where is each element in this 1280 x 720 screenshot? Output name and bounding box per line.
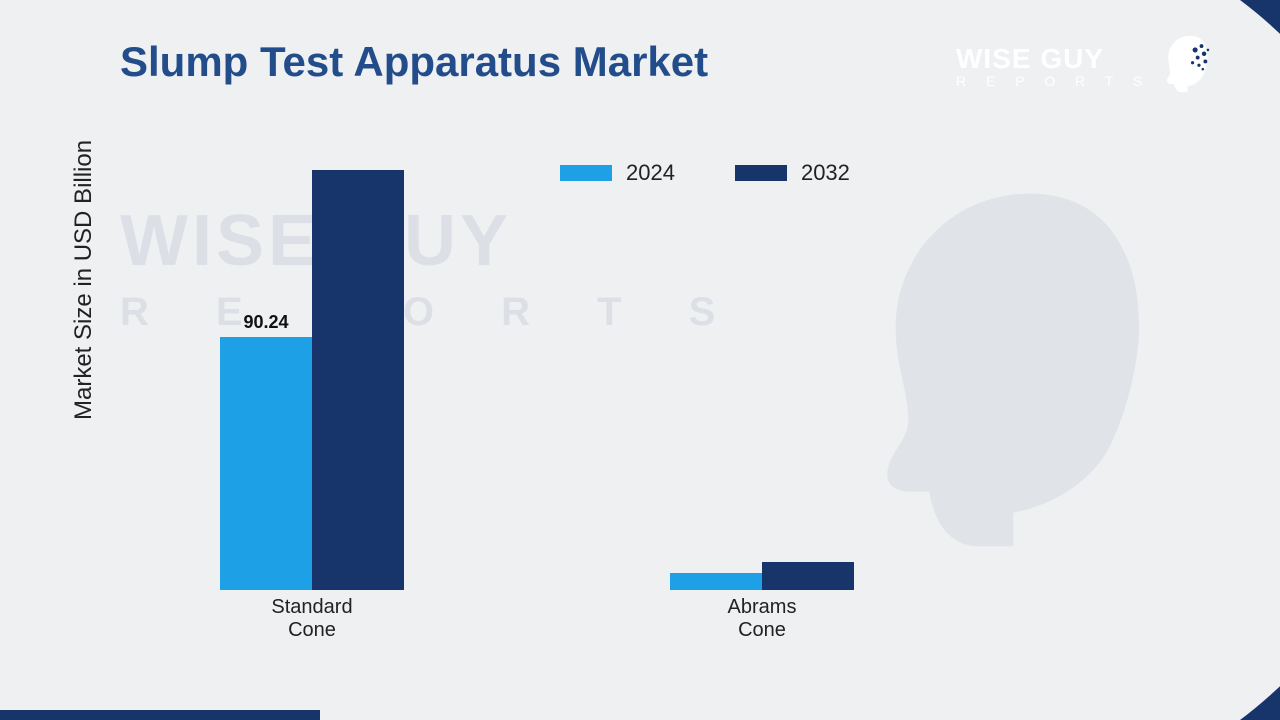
chart-canvas: WISE GUY R E P O R T S Slump Test Appara…	[0, 0, 1280, 720]
bar-abrams-cone-2024	[670, 573, 762, 590]
chart-title: Slump Test Apparatus Market	[120, 38, 708, 86]
brand-logo: WISE GUY R E P O R T S	[956, 26, 1256, 106]
brand-line2: R E P O R T S	[956, 73, 1150, 89]
bottom-accent-bar	[0, 710, 320, 720]
category-label-standard-cone: Standard Cone	[220, 590, 404, 642]
bar-standard-cone-2032	[312, 170, 404, 590]
plot-area: 90.24 Standard Cone Abrams Cone	[200, 170, 980, 640]
y-axis-label: Market Size in USD Billion	[70, 140, 98, 420]
brand-head-icon	[1158, 32, 1222, 101]
bar-standard-cone-2024: 90.24	[220, 337, 312, 590]
category-label-abrams-cone: Abrams Cone	[670, 590, 854, 642]
brand-text: WISE GUY R E P O R T S	[956, 43, 1150, 89]
brand-line1: WISE GUY	[956, 43, 1150, 75]
bar-abrams-cone-2032	[762, 562, 854, 590]
bar-value-label: 90.24	[220, 312, 312, 337]
